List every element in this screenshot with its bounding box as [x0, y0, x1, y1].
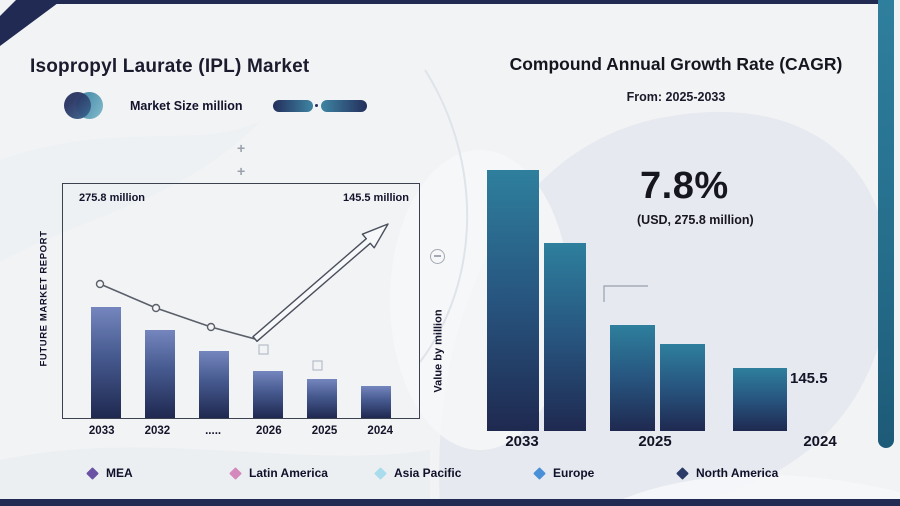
bar-2024 [361, 386, 391, 418]
plus-icon: + [237, 140, 246, 156]
annotation-275-8-million: 275.8 million [79, 192, 146, 204]
cagr-year-2033: 2033 [505, 433, 539, 450]
cagr-bar-2025-b [660, 344, 705, 431]
bottom-frame-bar [0, 499, 900, 506]
x-label-dots: ..... [205, 425, 222, 437]
market-size-icon [64, 90, 104, 122]
right-chart-subtitle: From: 2025-2033 [626, 90, 726, 104]
bar-2025 [307, 379, 337, 418]
top-frame-bar [26, 0, 880, 4]
legend-item-latin-america: Latin America [229, 466, 328, 480]
right-frame-band [878, 0, 894, 448]
cagr-value: 7.8% [640, 165, 729, 207]
cagr-year-2024: 2024 [803, 433, 837, 450]
market-size-bars [63, 278, 419, 418]
legend-label-latin-america: Latin America [249, 466, 328, 480]
legend-label-north-america: North America [696, 466, 779, 480]
bar-2033 [91, 307, 121, 418]
cagr-bar-2024 [733, 368, 787, 431]
annotation-145-5-million: 145.5 million [342, 192, 409, 204]
x-label-2026: 2026 [256, 425, 282, 437]
cagr-bar-annotation: 145.5 [790, 370, 828, 387]
x-label-2032: 2032 [144, 425, 171, 437]
decorative-pill-right [321, 100, 367, 112]
sphere-navy-circle [64, 92, 91, 119]
legend-item-north-america: North America [676, 466, 779, 480]
plus-icon: + [237, 163, 246, 179]
left-y-axis-label: FUTURE MARKET REPORT [38, 230, 50, 367]
legend-label-mea: MEA [106, 466, 133, 480]
latin-america-diamond-icon [229, 466, 242, 480]
market-size-chart: 275.8 million 145.5 million [62, 183, 420, 419]
decorative-pill-dot [315, 104, 318, 107]
legend-item-mea: MEA [86, 466, 133, 480]
mea-diamond-icon [86, 466, 99, 480]
cagr-year-2025: 2025 [638, 433, 672, 450]
minus-circle-icon [430, 249, 445, 264]
asia-pacific-diamond-icon [374, 466, 387, 480]
right-chart-title: Compound Annual Growth Rate (CAGR) [509, 54, 843, 74]
cagr-bar-2033-a [487, 170, 539, 431]
legend-label-europe: Europe [553, 466, 595, 480]
cagr-bar-2025-a [610, 325, 655, 431]
cagr-bar-2033-b [544, 243, 586, 431]
bar-2032 [145, 330, 175, 418]
europe-diamond-icon [533, 466, 546, 480]
legend-item-europe: Europe [533, 466, 595, 480]
x-label-2025: 2025 [311, 425, 338, 437]
legend-item-asia-pacific: Asia Pacific [374, 466, 462, 480]
decorative-pill-left [273, 100, 313, 112]
market-size-x-axis: 2033 2032 ..... 2026 2025 2024 [62, 425, 420, 437]
bar-dots [199, 351, 229, 418]
x-label-2033: 2033 [88, 425, 115, 437]
x-label-2024: 2024 [367, 425, 394, 437]
left-chart-title: Isopropyl Laurate (IPL) Market [30, 56, 310, 77]
legend-label-asia-pacific: Asia Pacific [394, 466, 462, 480]
cagr-note: (USD, 275.8 million) [637, 213, 754, 227]
bar-2026 [253, 371, 283, 418]
right-y-axis-label: Value by million [432, 309, 445, 393]
market-size-legend-label: Market Size million [130, 99, 243, 113]
north-america-diamond-icon [676, 466, 689, 480]
